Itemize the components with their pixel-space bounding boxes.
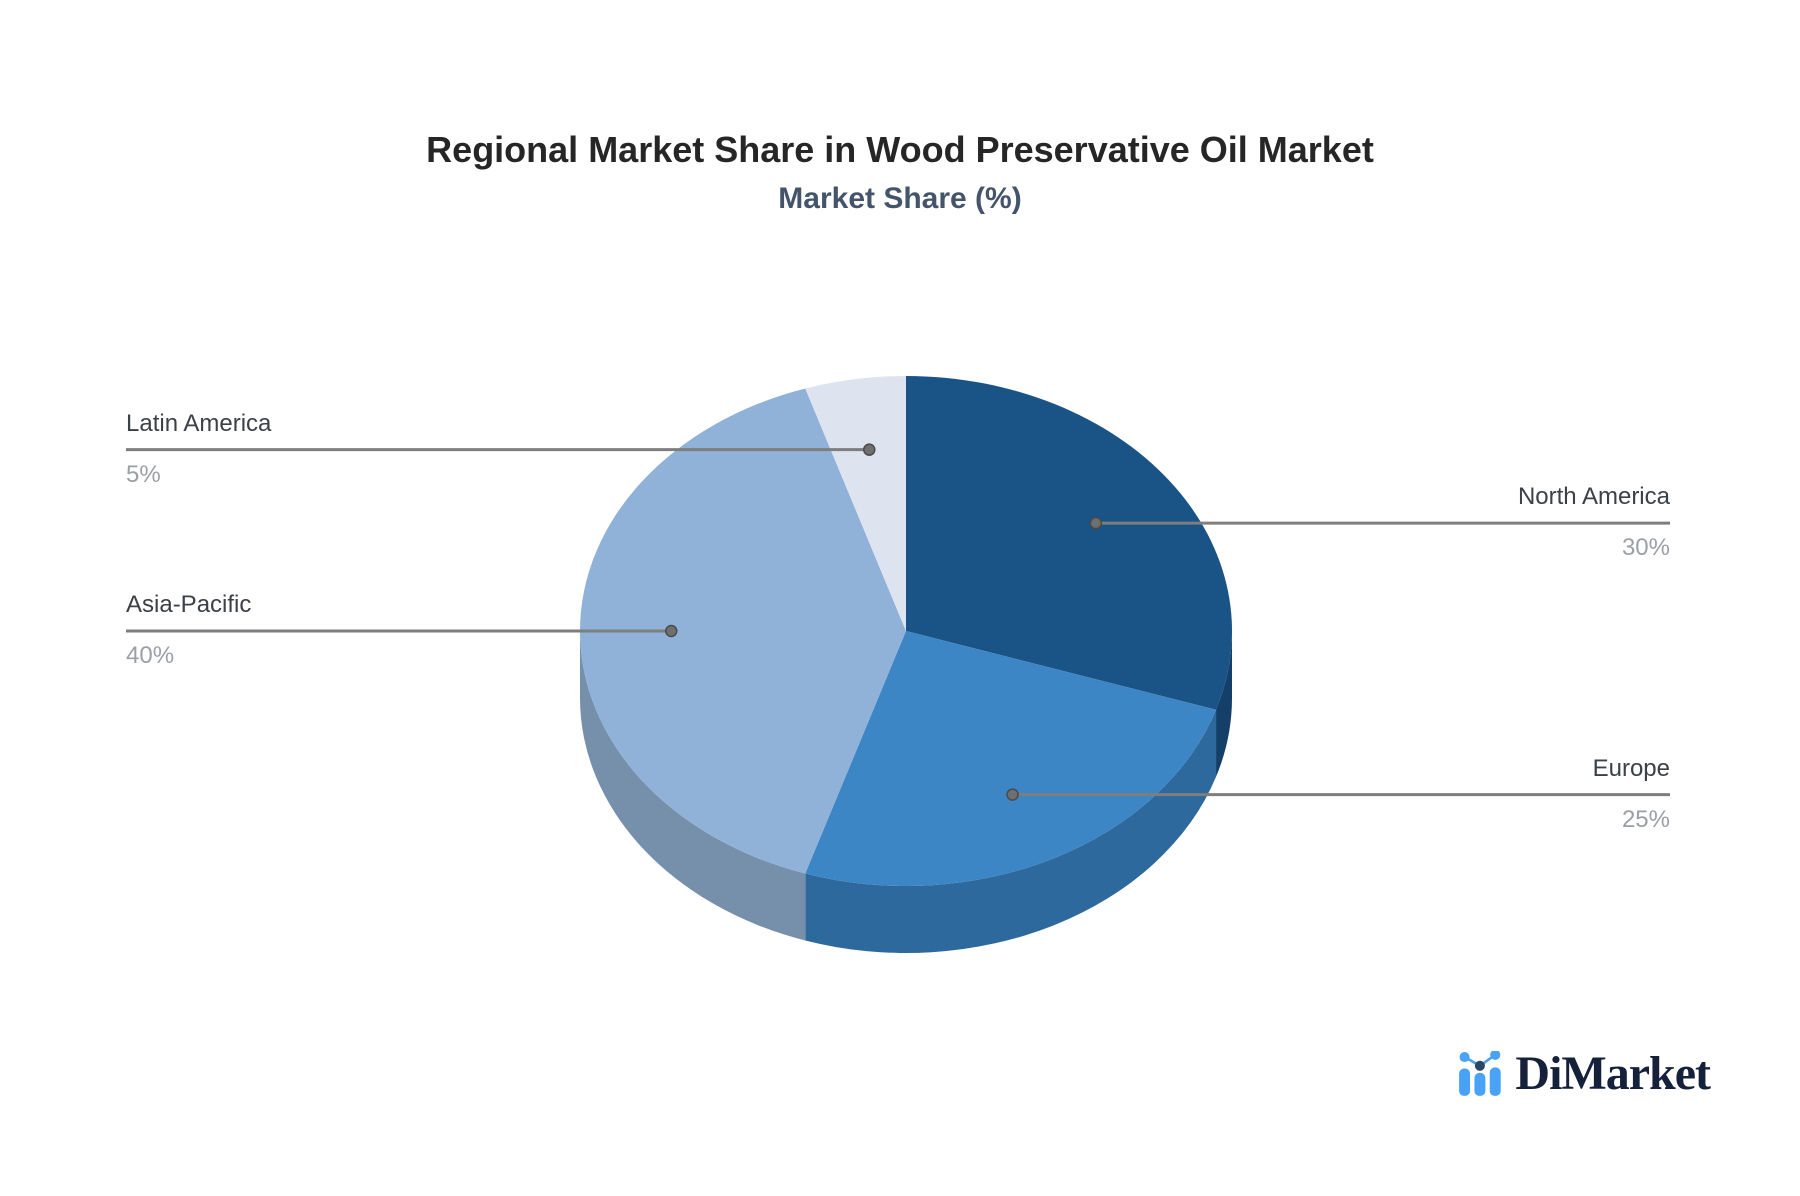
slice-name: Latin America <box>126 409 272 437</box>
slice-name: North America <box>1517 483 1670 511</box>
label-asia-pacific: Asia-Pacific 40% <box>126 589 251 671</box>
brand-logo: DiMarket <box>1459 1046 1711 1101</box>
chart-subtitle: Market Share (%) <box>778 182 1022 215</box>
slice-percent: 5% <box>126 460 161 488</box>
chart-title: Regional Market Share in Wood Preservati… <box>426 129 1374 170</box>
pie-slice-side-europe <box>805 709 1217 953</box>
anchor-dot-north-america <box>1089 516 1103 530</box>
label-latin-america: Latin America 5% <box>126 408 271 490</box>
anchor-dot-latin-america <box>863 443 876 456</box>
pie-slice-asia-pacific[interactable] <box>579 388 906 874</box>
anchor-dot-asia-pacific <box>665 624 678 638</box>
label-north-america: North America 30% <box>1518 481 1670 563</box>
anchor-dot-europe <box>1006 788 1019 801</box>
pie-slice-side-asia-pacific <box>580 631 806 941</box>
slice-percent: 40% <box>126 642 175 669</box>
logo-text: DiMarket <box>1515 1047 1711 1100</box>
slice-percent: 25% <box>1621 805 1670 833</box>
slice-name: Europe <box>1592 754 1670 782</box>
pie-slice-europe[interactable] <box>805 631 1217 886</box>
pie-slice-north-america[interactable] <box>906 376 1232 710</box>
slice-percent: 30% <box>1621 534 1670 562</box>
label-europe: Europe 25% <box>1593 753 1670 835</box>
pie-slice-latin-america[interactable] <box>805 376 906 631</box>
pie-slice-side-north-america <box>1216 631 1232 777</box>
logo-bars-icon <box>1459 1050 1502 1096</box>
slice-name: Asia-Pacific <box>126 591 252 618</box>
